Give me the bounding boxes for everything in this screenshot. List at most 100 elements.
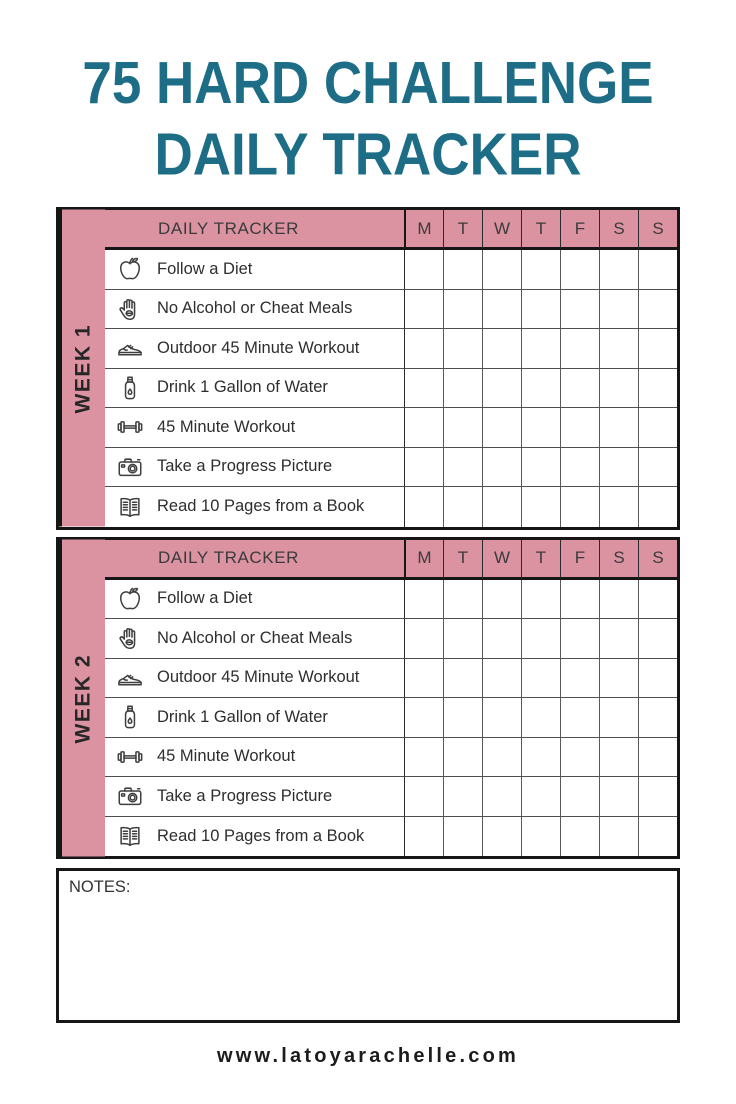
notes-box[interactable]: NOTES: (56, 868, 680, 1023)
task-row: Read 10 Pages from a Book (105, 817, 404, 857)
check-cell[interactable] (599, 698, 638, 738)
check-cell[interactable] (638, 737, 677, 777)
check-cell[interactable] (638, 487, 677, 527)
check-cell[interactable] (404, 619, 443, 659)
check-cell[interactable] (482, 289, 521, 329)
check-cell[interactable] (482, 619, 521, 659)
check-cell[interactable] (482, 737, 521, 777)
check-cell[interactable] (521, 777, 560, 817)
check-cell[interactable] (560, 408, 599, 448)
check-cell[interactable] (404, 289, 443, 329)
check-cell[interactable] (638, 777, 677, 817)
check-cell[interactable] (521, 579, 560, 619)
check-cell[interactable] (599, 329, 638, 369)
check-cell[interactable] (599, 250, 638, 290)
check-cell[interactable] (638, 658, 677, 698)
check-cell[interactable] (521, 289, 560, 329)
check-cell[interactable] (404, 816, 443, 856)
check-cell[interactable] (443, 737, 482, 777)
check-cell[interactable] (599, 289, 638, 329)
check-cell[interactable] (482, 408, 521, 448)
check-cell[interactable] (560, 487, 599, 527)
check-cell[interactable] (638, 250, 677, 290)
check-cell[interactable] (404, 737, 443, 777)
check-cell[interactable] (521, 619, 560, 659)
check-cell[interactable] (404, 658, 443, 698)
check-cell[interactable] (443, 619, 482, 659)
check-cell[interactable] (599, 487, 638, 527)
check-cell[interactable] (521, 737, 560, 777)
check-cell[interactable] (404, 698, 443, 738)
check-cell[interactable] (638, 619, 677, 659)
check-cell[interactable] (482, 698, 521, 738)
check-cell[interactable] (599, 408, 638, 448)
check-cell[interactable] (482, 250, 521, 290)
check-cell[interactable] (443, 368, 482, 408)
check-cell[interactable] (482, 447, 521, 487)
check-cell[interactable] (638, 579, 677, 619)
check-cell[interactable] (521, 329, 560, 369)
check-cell[interactable] (560, 329, 599, 369)
check-cell[interactable] (404, 408, 443, 448)
check-cell[interactable] (599, 737, 638, 777)
check-cell[interactable] (560, 777, 599, 817)
check-cell[interactable] (638, 698, 677, 738)
check-cell[interactable] (404, 777, 443, 817)
check-cell[interactable] (599, 816, 638, 856)
check-cell[interactable] (482, 816, 521, 856)
check-cell[interactable] (560, 658, 599, 698)
check-cell[interactable] (443, 408, 482, 448)
check-cell[interactable] (560, 619, 599, 659)
check-cell[interactable] (404, 368, 443, 408)
check-cell[interactable] (521, 447, 560, 487)
check-cell[interactable] (599, 777, 638, 817)
check-cell[interactable] (638, 289, 677, 329)
check-cell[interactable] (638, 816, 677, 856)
check-cell[interactable] (404, 487, 443, 527)
check-cell[interactable] (638, 329, 677, 369)
check-cell[interactable] (482, 777, 521, 817)
check-cell[interactable] (560, 368, 599, 408)
check-cell[interactable] (404, 447, 443, 487)
check-cell[interactable] (443, 487, 482, 527)
check-cell[interactable] (560, 698, 599, 738)
check-cell[interactable] (443, 579, 482, 619)
check-cell[interactable] (638, 408, 677, 448)
check-cell[interactable] (443, 698, 482, 738)
check-cell[interactable] (443, 329, 482, 369)
check-cell[interactable] (404, 250, 443, 290)
check-cell[interactable] (521, 658, 560, 698)
check-cell[interactable] (599, 579, 638, 619)
check-cell[interactable] (521, 816, 560, 856)
check-cell[interactable] (482, 368, 521, 408)
check-cell[interactable] (521, 250, 560, 290)
check-cell[interactable] (521, 408, 560, 448)
check-cell[interactable] (599, 447, 638, 487)
check-cell[interactable] (404, 329, 443, 369)
check-cell[interactable] (482, 487, 521, 527)
check-cell[interactable] (482, 579, 521, 619)
check-cell[interactable] (560, 816, 599, 856)
check-cell[interactable] (560, 250, 599, 290)
check-cell[interactable] (599, 619, 638, 659)
check-cell[interactable] (560, 289, 599, 329)
check-cell[interactable] (443, 289, 482, 329)
check-cell[interactable] (443, 447, 482, 487)
check-cell[interactable] (599, 658, 638, 698)
check-cell[interactable] (560, 579, 599, 619)
check-cell[interactable] (599, 368, 638, 408)
check-cell[interactable] (521, 368, 560, 408)
check-cell[interactable] (521, 487, 560, 527)
check-cell[interactable] (482, 658, 521, 698)
check-cell[interactable] (443, 777, 482, 817)
check-cell[interactable] (404, 579, 443, 619)
check-cell[interactable] (521, 698, 560, 738)
check-cell[interactable] (443, 658, 482, 698)
check-cell[interactable] (560, 737, 599, 777)
check-cell[interactable] (443, 250, 482, 290)
check-cell[interactable] (443, 816, 482, 856)
check-cell[interactable] (638, 368, 677, 408)
check-cell[interactable] (482, 329, 521, 369)
check-cell[interactable] (638, 447, 677, 487)
check-cell[interactable] (560, 447, 599, 487)
